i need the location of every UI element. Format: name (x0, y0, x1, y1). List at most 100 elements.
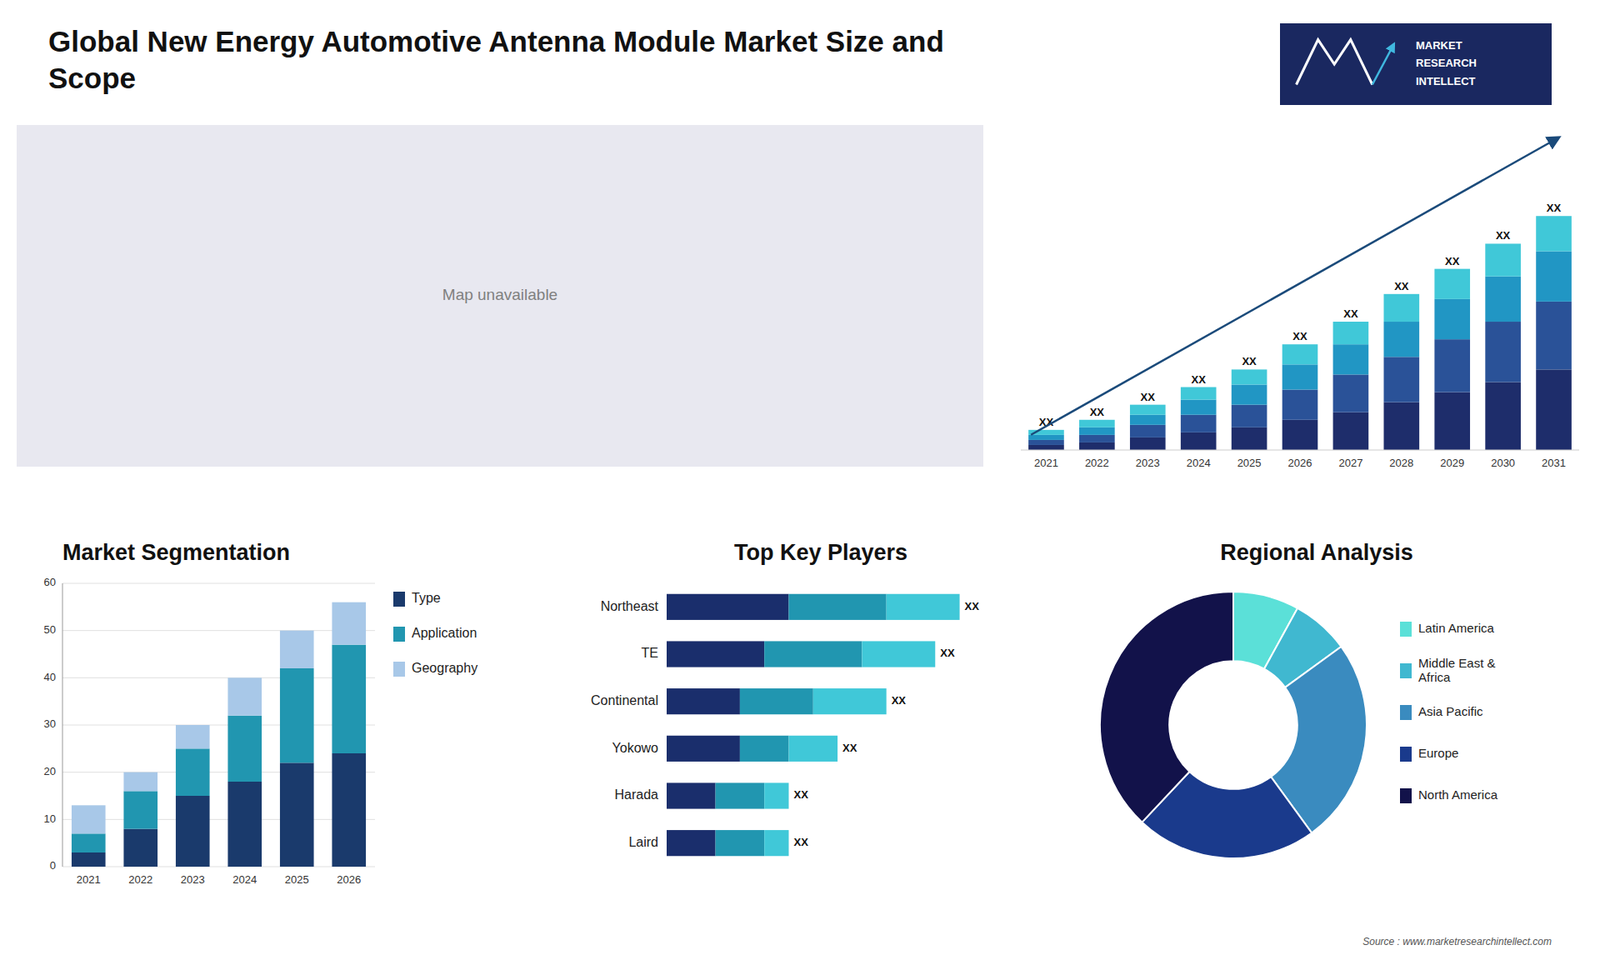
x-tick-label: 2023 (1135, 456, 1160, 470)
legend-swatch (1400, 746, 1412, 762)
bar-segment (1079, 427, 1115, 435)
bar-segment (1485, 381, 1521, 450)
bar-segment (1333, 412, 1370, 450)
x-tick-label: 2022 (1085, 456, 1110, 470)
bar-segment (123, 790, 158, 829)
legend-swatch (1400, 705, 1412, 720)
bar-label: XX (793, 835, 809, 849)
bar-segment (123, 829, 158, 867)
legend-label-line: Africa (1418, 669, 1451, 684)
legend-label: Type (411, 590, 441, 605)
bar-label: XX (842, 741, 858, 755)
logo: MARKETRESEARCHINTELLECT (1280, 23, 1552, 105)
bar-segment (1535, 301, 1572, 370)
bar-segment (1028, 440, 1065, 445)
y-tick-label: Continental (590, 693, 659, 708)
x-tick-label: 2025 (1237, 456, 1262, 470)
donut (1100, 591, 1367, 859)
x-tick-label: 2021 (1034, 456, 1059, 470)
legend-label: Asia Pacific (1418, 704, 1484, 719)
bar-segment (1028, 445, 1065, 450)
bar-label: XX (891, 694, 907, 707)
legend-label-line: Middle East & (1418, 655, 1496, 670)
bar-label: XX (940, 646, 955, 660)
legend-label: Latin America (1418, 620, 1495, 635)
grid-line (62, 725, 375, 726)
bar-segment (666, 594, 789, 620)
bar-label: XX (1343, 307, 1359, 320)
bar-segment (666, 782, 716, 809)
x-tick-label: 2030 (1490, 456, 1515, 470)
trend-arrow (1030, 137, 1559, 435)
bar-label: XX (1191, 373, 1207, 386)
legend-swatch (1400, 621, 1412, 637)
bar-label: XX (1445, 255, 1460, 268)
legend-swatch (393, 591, 405, 607)
legend: TypeApplicationGeography (393, 590, 478, 677)
legend-swatch (393, 661, 405, 677)
logo-chevron (1296, 40, 1373, 85)
logo-text: RESEARCH (1415, 56, 1477, 70)
bar-label: XX (1241, 355, 1257, 368)
bar-segment (71, 852, 106, 867)
y-tick-label: Yokowo (612, 740, 660, 755)
legend-label: Geography (411, 660, 478, 675)
bar-segment (1333, 344, 1370, 375)
chart-title: Top Key Players (734, 540, 908, 565)
legend: Latin America Middle East &Africa Asia Pac… (1400, 620, 1499, 804)
bar-segment (175, 725, 210, 749)
bar-segment (331, 645, 366, 754)
bar-segment (1180, 432, 1217, 450)
bar-segment (227, 781, 262, 867)
y-tick-label: TE (641, 645, 659, 660)
bar-segment (861, 640, 935, 667)
bar-segment (715, 782, 765, 809)
bar-segment (1079, 420, 1115, 428)
bar-segment (1384, 402, 1420, 450)
bar-segment (1535, 369, 1572, 450)
bar-segment (1180, 400, 1217, 415)
bar-segment (666, 735, 740, 762)
chart-title: Market Segmentation (62, 540, 290, 565)
bar-segment (1130, 437, 1166, 450)
bar-segment (1485, 276, 1521, 322)
bar-segment (764, 640, 862, 667)
bar-segment (227, 677, 262, 715)
bar-segment (1180, 387, 1217, 400)
bar-segment (280, 630, 315, 669)
bar-segment (227, 715, 262, 782)
bar-segment (1485, 321, 1521, 382)
bar-segment (175, 795, 210, 867)
grid-line (62, 771, 375, 773)
bar-segment (1282, 364, 1319, 390)
legend-label: Middle East &Africa (1418, 655, 1496, 684)
bar-segment (1079, 442, 1115, 450)
logo-box (1280, 23, 1552, 105)
x-tick-label: 2022 (128, 873, 153, 886)
bar-segment (740, 735, 790, 762)
chart-title: Regional Analysis (1220, 540, 1414, 565)
donut-slice (1100, 591, 1234, 823)
bar-segment (1130, 405, 1166, 415)
bar-segment (1384, 294, 1420, 322)
bar-segment (1231, 405, 1268, 428)
bar-segment (788, 735, 838, 762)
x-tick-label: 2026 (336, 873, 361, 886)
bar-label: XX (965, 600, 980, 613)
bar-segment (175, 748, 210, 796)
bar-segment (1282, 420, 1319, 450)
bar-segment (740, 688, 814, 715)
y-tick-label: Laird (628, 835, 659, 850)
bar-segment (1333, 374, 1370, 412)
bar-segment (1180, 415, 1217, 433)
page-title-line: Global New Energy Automotive Antenna Mod… (48, 25, 945, 58)
legend-label: Europe (1418, 745, 1459, 760)
bar-segment (1028, 435, 1065, 440)
x-axis-line (1020, 450, 1580, 451)
map-area (16, 125, 984, 467)
bar-label: XX (1546, 201, 1562, 215)
source-text: Source : www.marketresearchintellect.com (1362, 935, 1552, 948)
bar-segment (1535, 250, 1572, 301)
y-axis-line (62, 583, 64, 867)
bar-segment (71, 805, 106, 834)
